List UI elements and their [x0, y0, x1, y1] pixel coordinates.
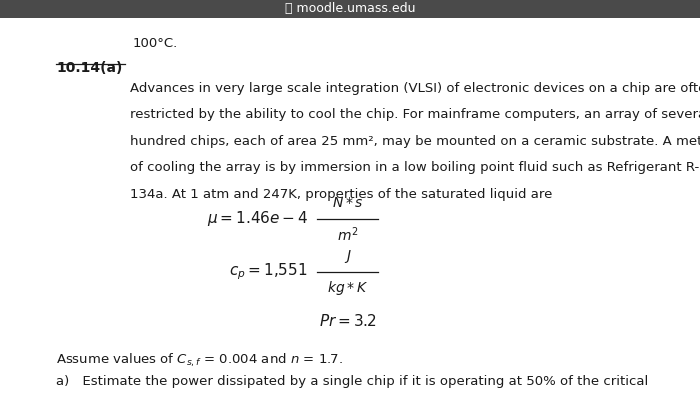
Text: $c_p = 1{,}551$: $c_p = 1{,}551$	[230, 262, 308, 282]
Text: a) Estimate the power dissipated by a single chip if it is operating at 50% of t: a) Estimate the power dissipated by a si…	[56, 375, 648, 388]
Text: of cooling the array is by immersion in a low boiling point fluid such as Refrig: of cooling the array is by immersion in …	[130, 161, 699, 174]
Text: Advances in very large scale integration (VLSI) of electronic devices on a chip : Advances in very large scale integration…	[130, 82, 700, 95]
Text: $J$: $J$	[344, 247, 352, 265]
Text: restricted by the ability to cool the chip. For mainframe computers, an array of: restricted by the ability to cool the ch…	[130, 108, 700, 121]
Text: 10.14(a): 10.14(a)	[56, 61, 122, 75]
Text: $kg * K$: $kg * K$	[328, 279, 368, 297]
Text: $m^2$: $m^2$	[337, 225, 358, 244]
Text: 134a. At 1 atm and 247K, properties of the saturated liquid are: 134a. At 1 atm and 247K, properties of t…	[130, 188, 552, 201]
Text: 🔒 moodle.umass.edu: 🔒 moodle.umass.edu	[285, 2, 415, 15]
Text: $Pr = 3.2$: $Pr = 3.2$	[319, 313, 377, 329]
FancyBboxPatch shape	[0, 0, 700, 18]
Text: $N * s$: $N * s$	[332, 196, 364, 210]
Text: hundred chips, each of area 25 mm², may be mounted on a ceramic substrate. A met: hundred chips, each of area 25 mm², may …	[130, 135, 700, 148]
Text: Assume values of $C_{s,f}$ = 0.004 and $n$ = 1.7.: Assume values of $C_{s,f}$ = 0.004 and $…	[56, 351, 343, 369]
Text: $\mu = 1.46e - 4$: $\mu = 1.46e - 4$	[206, 209, 308, 228]
Text: 100°C.: 100°C.	[133, 37, 178, 50]
